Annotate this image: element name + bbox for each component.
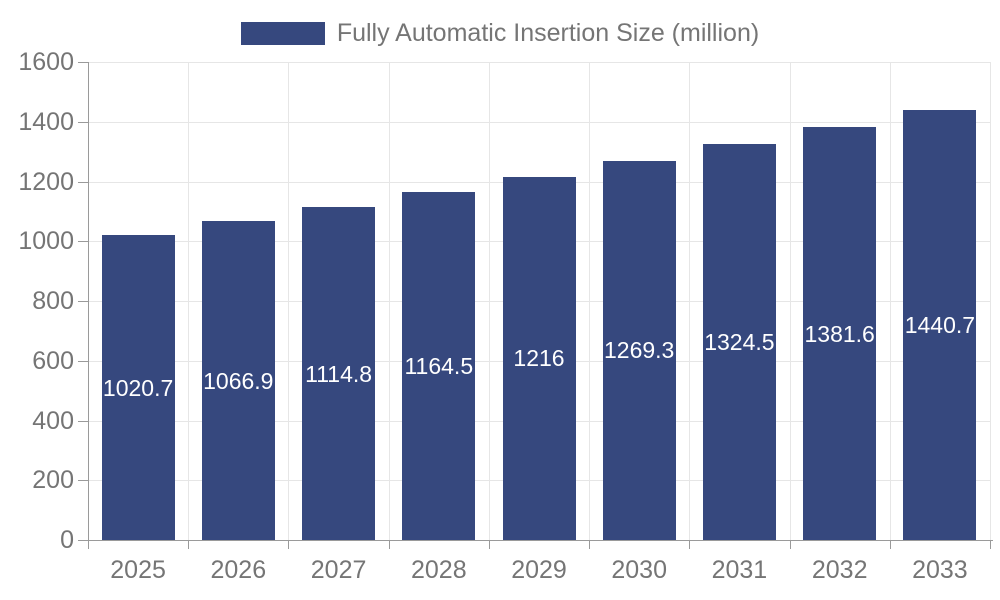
x-tick-label: 2026 <box>210 556 267 584</box>
x-axis-tick <box>589 540 591 549</box>
gridline-vertical <box>789 62 791 540</box>
bar-value-label: 1381.6 <box>804 320 875 347</box>
bar[interactable] <box>402 192 476 540</box>
bar-value-label: 1216 <box>513 345 565 372</box>
bar[interactable] <box>702 144 776 540</box>
x-tick-label: 2032 <box>811 556 868 584</box>
gridline-vertical <box>589 62 591 540</box>
y-tick-label: 1400 <box>18 107 74 136</box>
y-tick-label: 600 <box>32 346 74 375</box>
chart-legend[interactable]: Fully Automatic Insertion Size (million) <box>0 19 1000 48</box>
x-axis-line <box>88 540 993 541</box>
bar[interactable] <box>101 235 175 540</box>
x-axis-tick <box>488 540 490 549</box>
bar[interactable] <box>803 127 877 540</box>
x-axis-tick <box>689 540 691 549</box>
bar[interactable] <box>201 221 275 540</box>
y-tick-label: 800 <box>32 287 74 315</box>
x-tick-label: 2025 <box>110 556 166 584</box>
x-tick-label: 2031 <box>711 556 768 584</box>
y-axis-tick <box>78 420 88 422</box>
x-axis-tick <box>188 540 190 549</box>
bar-value-label: 1114.8 <box>305 360 373 387</box>
bar[interactable] <box>602 160 676 540</box>
y-axis-tick <box>78 62 88 63</box>
x-axis-tick <box>288 540 290 549</box>
gridline-vertical <box>188 62 190 540</box>
x-tick-label: 2033 <box>912 556 968 584</box>
y-tick-label: 1600 <box>18 48 74 76</box>
gridline-vertical <box>990 62 991 540</box>
gridline-horizontal <box>88 62 990 63</box>
y-axis-tick <box>78 241 88 243</box>
x-axis-tick <box>88 540 89 549</box>
x-tick-label: 2027 <box>310 556 367 584</box>
y-axis-tick <box>78 181 88 183</box>
x-tick-label: 2028 <box>410 556 467 584</box>
y-tick-label: 1000 <box>18 227 74 256</box>
y-tick-label: 0 <box>60 526 74 554</box>
y-axis-tick <box>78 121 88 123</box>
bar[interactable] <box>903 109 977 540</box>
y-axis-tick <box>78 360 88 362</box>
bar-value-label: 1066.9 <box>203 367 274 394</box>
x-tick-label: 2029 <box>511 556 567 584</box>
y-tick-label: 200 <box>32 466 74 495</box>
bar-value-label: 1324.5 <box>704 329 775 356</box>
y-axis-tick <box>78 301 88 302</box>
y-tick-label: 1200 <box>18 167 74 196</box>
bar[interactable] <box>502 176 576 540</box>
bar-value-label: 1440.7 <box>904 311 976 338</box>
y-tick-label: 400 <box>32 406 74 435</box>
x-axis-tick <box>990 540 991 549</box>
x-axis-tick <box>889 540 891 549</box>
legend-label: Fully Automatic Insertion Size (million) <box>336 19 760 47</box>
y-axis-line <box>88 62 89 540</box>
y-axis-tick <box>78 540 88 541</box>
gridline-vertical <box>288 62 290 540</box>
x-axis-tick <box>388 540 390 549</box>
x-axis-tick <box>789 540 791 549</box>
bar-value-label: 1020.7 <box>102 374 174 401</box>
gridline-horizontal <box>88 121 990 123</box>
bar[interactable] <box>302 207 376 540</box>
gridline-vertical <box>689 62 691 540</box>
gridline-vertical <box>488 62 490 540</box>
bar-value-label: 1269.3 <box>604 337 675 364</box>
y-axis-tick <box>78 480 88 482</box>
x-tick-label: 2030 <box>611 556 667 584</box>
bar-value-label: 1164.5 <box>404 353 474 380</box>
gridline-vertical <box>388 62 390 540</box>
gridline-vertical <box>889 62 891 540</box>
legend-swatch-icon <box>240 22 325 45</box>
